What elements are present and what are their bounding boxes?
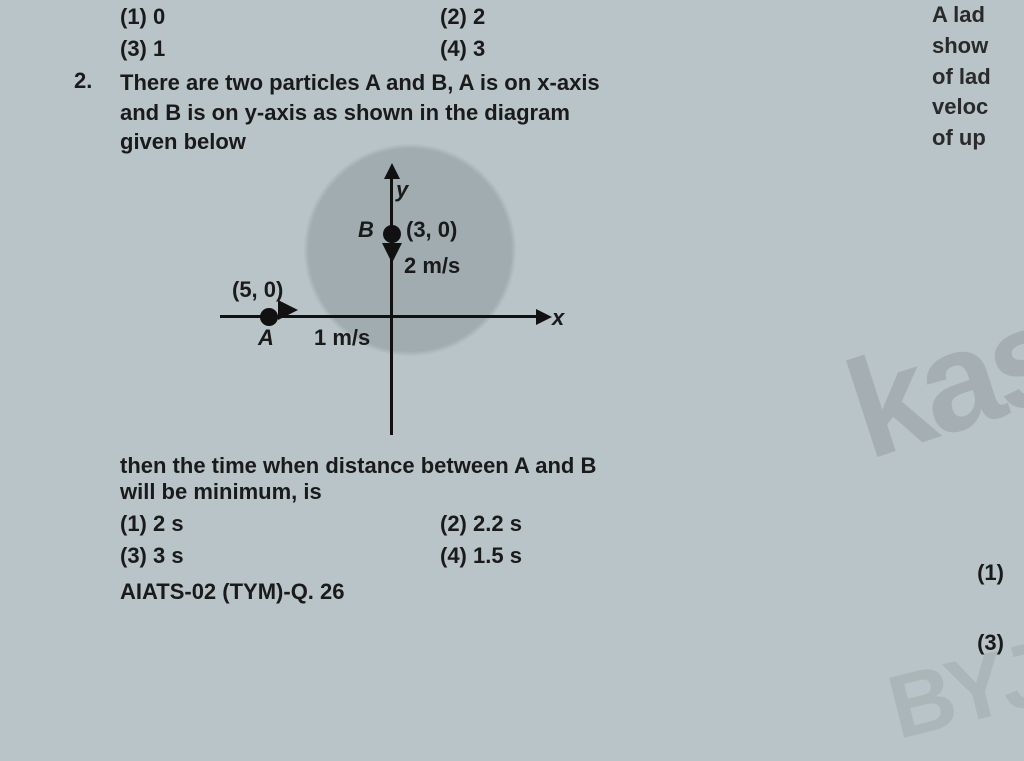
q1-option-4: (4) 3: [440, 36, 760, 62]
q2-option-2: (2) 2.2 s: [440, 511, 760, 537]
q1-option-3: (3) 1: [120, 36, 440, 62]
point-b-marker: [383, 225, 401, 243]
point-b-coord: (3, 0): [406, 217, 457, 243]
q2-followup: then the time when distance between A an…: [120, 453, 984, 505]
q2-option-3: (3) 3 s: [120, 543, 440, 569]
point-a-marker: [260, 308, 278, 326]
answer-marker-2: (3): [977, 630, 1004, 656]
q2-followup-line1: then the time when distance between A an…: [120, 453, 984, 479]
q2-option-1: (1) 2 s: [120, 511, 440, 537]
point-a-coord: (5, 0): [232, 277, 283, 303]
point-a-label: A: [258, 325, 274, 351]
right-crop-l1: A lad: [932, 0, 1022, 31]
q2-diagram: y x B (3, 0) 2 m/s (5, 0) A 1 m/s: [180, 165, 680, 445]
q1-options-row1: (1) 0 (2) 2: [120, 4, 984, 30]
right-crop-l5: of up: [932, 123, 1022, 154]
point-b-label: B: [358, 217, 374, 243]
page-content: (1) 0 (2) 2 (3) 1 (4) 3 2. There are two…: [0, 0, 1024, 696]
point-b-velocity: 2 m/s: [404, 253, 460, 279]
test-identifier: AIATS-02 (TYM)-Q. 26: [120, 579, 984, 605]
q2-line3: given below: [120, 127, 600, 157]
q2-option-4: (4) 1.5 s: [440, 543, 760, 569]
y-axis: [390, 175, 393, 435]
q2-text: There are two particles A and B, A is on…: [120, 68, 600, 157]
x-axis-arrow-icon: [536, 309, 552, 325]
right-crop-l2: show: [932, 31, 1022, 62]
q2-number: 2.: [74, 68, 120, 157]
answer-marker-1: (1): [977, 560, 1004, 586]
point-a-velocity-arrow-icon: [278, 300, 298, 320]
right-crop-text: A lad show of lad veloc of up: [932, 0, 1022, 154]
y-axis-label: y: [396, 177, 408, 203]
q1-option-2: (2) 2: [440, 4, 760, 30]
q2-line2: and B is on y-axis as shown in the diagr…: [120, 98, 600, 128]
x-axis-label: x: [552, 305, 564, 331]
q2-line1: There are two particles A and B, A is on…: [120, 68, 600, 98]
point-a-velocity: 1 m/s: [314, 325, 370, 351]
point-b-velocity-arrow-icon: [382, 243, 402, 263]
q1-option-1: (1) 0: [120, 4, 440, 30]
q2-options-row1: (1) 2 s (2) 2.2 s: [120, 511, 984, 537]
q2-followup-line2: will be minimum, is: [120, 479, 984, 505]
q2-block: 2. There are two particles A and B, A is…: [74, 68, 984, 157]
right-crop-l4: veloc: [932, 92, 1022, 123]
q2-options-row2: (3) 3 s (4) 1.5 s: [120, 543, 984, 569]
right-crop-l3: of lad: [932, 62, 1022, 93]
q1-options-row2: (3) 1 (4) 3: [120, 36, 984, 62]
